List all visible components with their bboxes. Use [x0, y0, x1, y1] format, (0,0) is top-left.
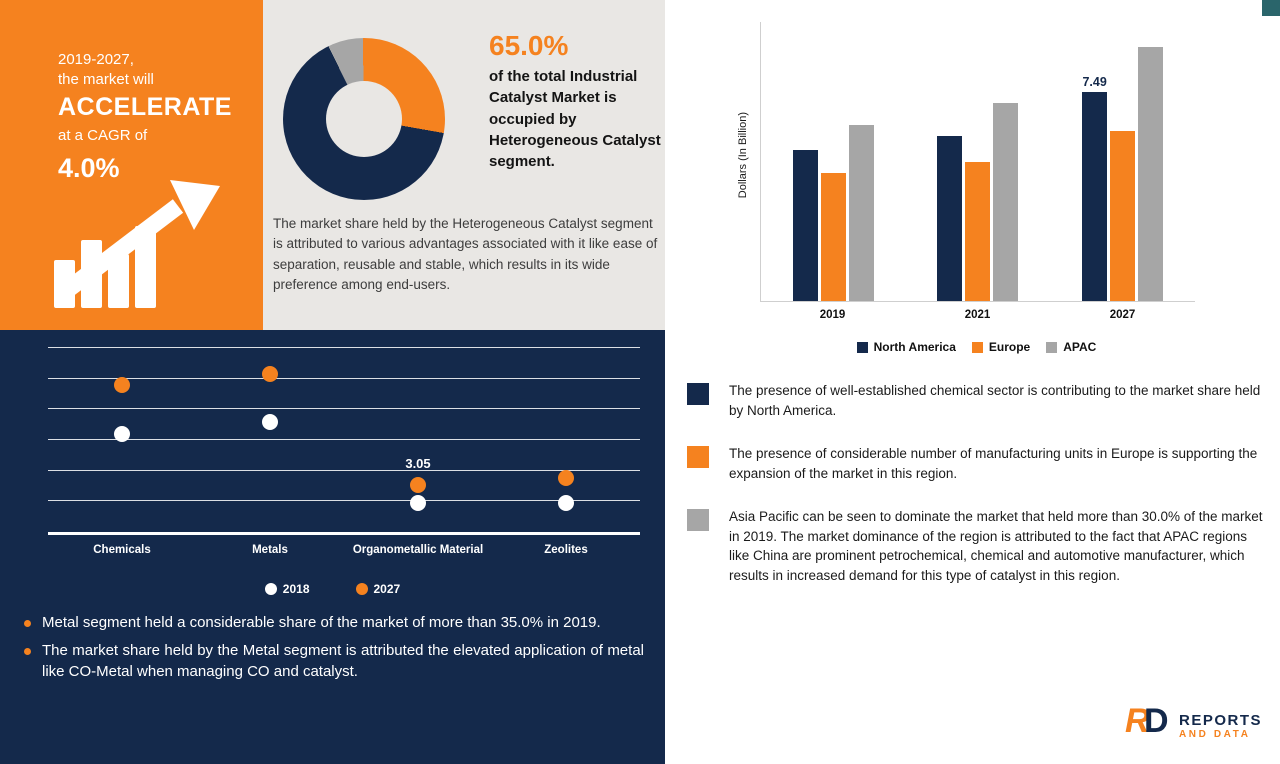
legend-square-icon — [856, 341, 868, 353]
data-point-2018 — [114, 425, 130, 442]
data-point-2027 — [114, 376, 130, 393]
segment-bullet-text: The market share held by the Metal segme… — [42, 642, 644, 680]
region-bullets: The presence of well-established chemica… — [687, 381, 1269, 610]
highlight-value: 65.0% — [489, 30, 569, 61]
category-label: Organometallic Material — [352, 544, 484, 556]
legend-item-2018: 2018 — [264, 582, 310, 596]
bar-chart-ylabel: Dollars (In Billion) — [737, 112, 749, 199]
bar-Europe — [1110, 130, 1136, 301]
legend-square-icon — [971, 341, 983, 353]
legend-item-2027: 2027 — [355, 582, 400, 596]
gridline — [48, 439, 640, 440]
dot-plot-area: 3.05 — [48, 347, 640, 535]
donut-chart — [283, 38, 445, 200]
region-bullet-item: The presence of well-established chemica… — [687, 381, 1269, 420]
growth-arrow-icon — [52, 180, 220, 313]
highlight-body: The market share held by the Heterogeneo… — [273, 216, 658, 292]
corner-accent — [1262, 0, 1280, 16]
segment-bullet-text: Metal segment held a considerable share … — [42, 614, 601, 631]
dot-plot-categories: Chemicals Metals Organometallic Material Ze… — [48, 544, 640, 556]
cagr-period: 2019-2027, — [58, 51, 134, 68]
legend-item-north-america: North America — [856, 340, 956, 354]
bar-Europe — [820, 172, 846, 301]
bar-Europe — [965, 161, 991, 301]
cagr-value: 4.0% — [58, 153, 120, 183]
bar-chart-legend: North America Europe APAC — [673, 340, 1280, 354]
bar-APAC — [848, 125, 874, 301]
region-bullet-marker — [687, 509, 709, 532]
bar-plot-area: 7.49 — [760, 22, 1195, 302]
bar-North America — [792, 150, 818, 301]
region-bullet-item: Asia Pacific can be seen to dominate the… — [687, 507, 1269, 585]
cagr-panel: 2019-2027, the market will ACCELERATE at… — [0, 0, 263, 330]
region-bullet-marker — [687, 446, 709, 469]
segment-bullets: Metal segment held a considerable share … — [24, 613, 644, 690]
region-bullet-item: The presence of considerable number of m… — [687, 444, 1269, 483]
region-bullet-text: The presence of well-established chemica… — [729, 383, 1261, 418]
bar-North America — [1082, 92, 1108, 301]
logo-line2: AND DATA — [1178, 729, 1251, 740]
cagr-line2: the market will — [58, 70, 154, 88]
bar-APAC — [1138, 47, 1164, 301]
heterogeneous-panel: 65.0% of the total Industrial Catalyst M… — [263, 0, 665, 330]
dot-plot-legend: 2018 2027 — [0, 582, 665, 596]
data-point-2018 — [262, 413, 278, 430]
segment-panel: 3.05 Chemicals Metals Organometallic Mater… — [0, 330, 665, 764]
region-bullet-text: Asia Pacific can be seen to dominate the… — [729, 509, 1263, 583]
bar-North America — [937, 136, 963, 301]
legend-item-apac: APAC — [1046, 340, 1096, 354]
cagr-text: 2019-2027, the market will ACCELERATE at… — [0, 0, 263, 186]
category-label: Chemicals — [93, 544, 151, 556]
data-point-2018 — [410, 494, 426, 511]
gridline — [48, 347, 640, 348]
legend-square-icon — [1046, 341, 1058, 353]
legend-item-europe: Europe — [971, 340, 1030, 354]
gridline — [48, 469, 640, 471]
data-point-2027 — [262, 366, 278, 383]
legend-dot-icon — [264, 583, 277, 595]
region-bullet-marker — [687, 383, 709, 405]
bullet-dot-icon — [24, 620, 31, 627]
axis-category-label: 2027 — [1109, 309, 1136, 321]
gridline — [48, 408, 640, 410]
logo-text: REPORTS AND DATA — [1179, 712, 1262, 740]
highlight-headline: of the total Industrial Catalyst Market … — [489, 68, 661, 171]
cagr-accelerate: ACCELERATE — [58, 93, 232, 121]
axis-category-label: 2019 — [819, 309, 846, 321]
data-point-2018 — [558, 494, 574, 511]
segment-bullet-item: The market share held by the Metal segme… — [24, 641, 644, 682]
bar-chart-categories: 2019 2021 2027 — [760, 309, 1195, 321]
data-point-label: 3.05 — [405, 455, 431, 471]
bar-group-2027: 7.49 — [1082, 22, 1164, 301]
category-label: Metals — [252, 544, 288, 556]
logo-line1: REPORTS — [1178, 712, 1262, 729]
gridline — [48, 500, 640, 502]
bar-group-2019 — [792, 22, 874, 301]
category-label: Zeolites — [544, 544, 588, 556]
bar-value-label: 7.49 — [1082, 75, 1107, 90]
segment-bullet-item: Metal segment held a considerable share … — [24, 613, 644, 633]
region-bullet-text: The presence of considerable number of m… — [729, 446, 1258, 481]
bar-group-2021 — [937, 22, 1019, 301]
axis-category-label: 2021 — [964, 309, 991, 321]
data-point-2027 — [558, 470, 574, 487]
legend-dot-icon — [355, 583, 368, 595]
bar-APAC — [993, 102, 1019, 301]
data-point-2027 — [410, 477, 426, 494]
cagr-line4: at a CAGR of — [58, 126, 148, 144]
bullet-dot-icon — [24, 648, 31, 656]
regional-panel: Dollars (In Billion) 7.49 2019 2021 2027 N… — [673, 0, 1280, 764]
gridline — [48, 377, 640, 379]
